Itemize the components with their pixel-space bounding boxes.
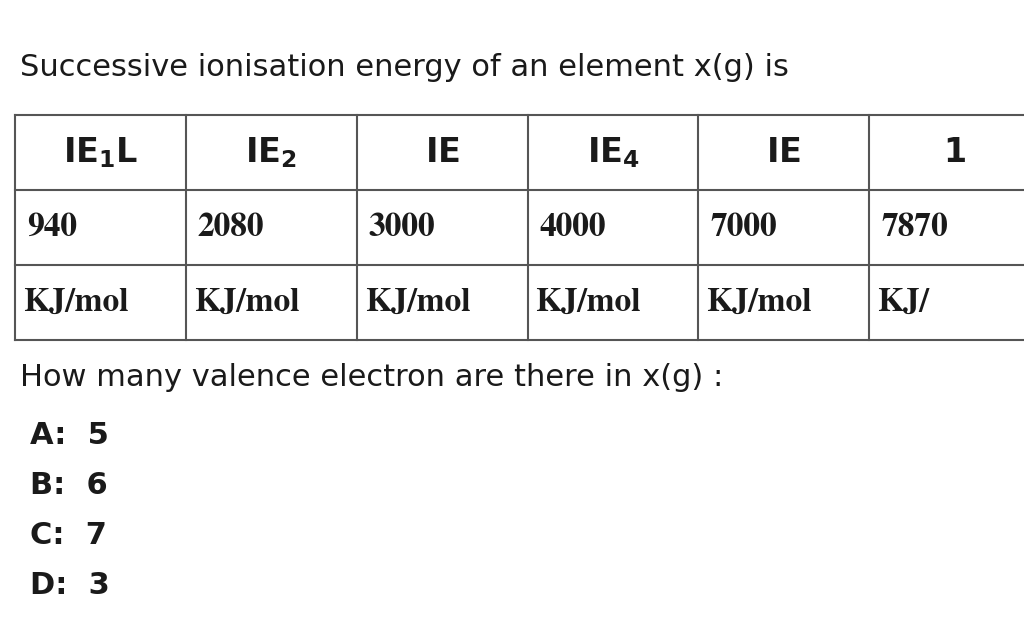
Text: 3000: 3000 (369, 212, 435, 243)
Text: KJ/mol: KJ/mol (707, 287, 812, 318)
Text: $\mathbf{IE_1}\mathbf{L}$: $\mathbf{IE_1}\mathbf{L}$ (62, 135, 138, 170)
Text: KJ/mol: KJ/mol (365, 287, 470, 318)
Text: Successive ionisation energy of an element x(g) is: Successive ionisation energy of an eleme… (20, 53, 788, 82)
Text: A:  5: A: 5 (30, 420, 109, 449)
Text: KJ/: KJ/ (878, 287, 929, 318)
Text: How many valence electron are there in x(g) :: How many valence electron are there in x… (20, 363, 723, 392)
Text: KJ/mol: KJ/mol (194, 287, 299, 318)
Text: KJ/mol: KJ/mol (23, 287, 128, 318)
Text: $\mathbf{IE_4}$: $\mathbf{IE_4}$ (587, 135, 639, 170)
Text: $\mathbf{1}$: $\mathbf{1}$ (943, 136, 966, 169)
Text: KJ/mol: KJ/mol (536, 287, 641, 318)
Text: B:  6: B: 6 (30, 470, 108, 500)
Text: 7000: 7000 (711, 212, 777, 243)
Text: D:  3: D: 3 (30, 571, 110, 599)
Text: $\mathbf{IE}$: $\mathbf{IE}$ (766, 136, 801, 169)
Text: $\mathbf{IE}$: $\mathbf{IE}$ (425, 136, 460, 169)
Text: 7870: 7870 (882, 212, 948, 243)
Text: 4000: 4000 (540, 212, 606, 243)
Text: $\mathbf{IE_2}$: $\mathbf{IE_2}$ (246, 135, 297, 170)
Text: C:  7: C: 7 (30, 521, 106, 550)
Text: 940: 940 (27, 212, 77, 243)
Text: 2080: 2080 (198, 212, 264, 243)
